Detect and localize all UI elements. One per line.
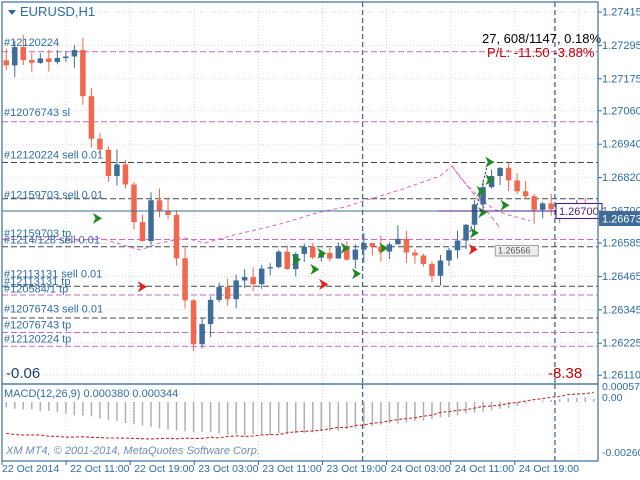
svg-text:#12076743 sell 0.01: #12076743 sell 0.01 bbox=[4, 304, 103, 316]
svg-text:-0.06: -0.06 bbox=[6, 365, 40, 382]
svg-text:23 Oct 11:00: 23 Oct 11:00 bbox=[262, 463, 322, 475]
svg-text:1.26820: 1.26820 bbox=[602, 172, 640, 184]
svg-text:23 Oct 03:00: 23 Oct 03:00 bbox=[198, 463, 258, 475]
svg-text:1.26700: 1.26700 bbox=[559, 206, 599, 218]
svg-text:1.26673: 1.26673 bbox=[602, 214, 640, 226]
svg-text:1.27415: 1.27415 bbox=[602, 7, 640, 19]
svg-text:#1214/128 sell 0.01: #1214/128 sell 0.01 bbox=[4, 235, 100, 247]
svg-text:1.27175: 1.27175 bbox=[602, 73, 640, 85]
svg-text:#12120224: #12120224 bbox=[4, 37, 59, 49]
svg-text:1.26585: 1.26585 bbox=[602, 238, 640, 250]
svg-text:24 Oct 19:00: 24 Oct 19:00 bbox=[519, 463, 579, 475]
svg-text:#12076743 tp: #12076743 tp bbox=[4, 320, 71, 332]
svg-text:1.26940: 1.26940 bbox=[602, 139, 640, 151]
svg-text:P/L: -11.50 -3.88%: P/L: -11.50 -3.88% bbox=[487, 45, 595, 60]
svg-text:1.26345: 1.26345 bbox=[602, 304, 640, 316]
svg-text:#12076743 sl: #12076743 sl bbox=[4, 107, 70, 119]
svg-text:MACD(12,26,9) 0.000380 0.00034: MACD(12,26,9) 0.000380 0.000344 bbox=[4, 388, 178, 400]
svg-text:XM MT4, © 2001-2014, MetaQuote: XM MT4, © 2001-2014, MetaQuotes Software… bbox=[5, 445, 260, 457]
svg-text:1.26225: 1.26225 bbox=[602, 338, 640, 350]
svg-text:EURUSD,H1: EURUSD,H1 bbox=[20, 4, 95, 19]
svg-text:-0.002605: -0.002605 bbox=[602, 447, 640, 459]
svg-text:22 Oct 11:00: 22 Oct 11:00 bbox=[70, 463, 130, 475]
svg-text:#120584/1 tp: #120584/1 tp bbox=[4, 284, 68, 296]
svg-text:23 Oct 19:00: 23 Oct 19:00 bbox=[327, 463, 387, 475]
svg-text:27, 608/1147, 0.18%: 27, 608/1147, 0.18% bbox=[482, 31, 601, 46]
svg-text:1.26566: 1.26566 bbox=[498, 245, 531, 255]
svg-text:22 Oct 19:00: 22 Oct 19:00 bbox=[134, 463, 194, 475]
svg-text:-8.38: -8.38 bbox=[548, 365, 582, 382]
svg-text:0.00: 0.00 bbox=[602, 392, 623, 404]
svg-text:#12120224 sell 0.01: #12120224 sell 0.01 bbox=[4, 150, 103, 162]
svg-text:#12159703 sell 0.01: #12159703 sell 0.01 bbox=[4, 190, 103, 202]
svg-text:#12120224 tp: #12120224 tp bbox=[4, 334, 71, 346]
svg-text:1.26110: 1.26110 bbox=[602, 370, 640, 382]
svg-text:1.27295: 1.27295 bbox=[602, 40, 640, 52]
svg-text:1.27060: 1.27060 bbox=[602, 105, 640, 117]
svg-text:1.26465: 1.26465 bbox=[602, 271, 640, 283]
svg-text:24 Oct 11:00: 24 Oct 11:00 bbox=[455, 463, 515, 475]
svg-text:24 Oct 03:00: 24 Oct 03:00 bbox=[391, 463, 451, 475]
svg-text:22 Oct 2014: 22 Oct 2014 bbox=[2, 463, 59, 475]
